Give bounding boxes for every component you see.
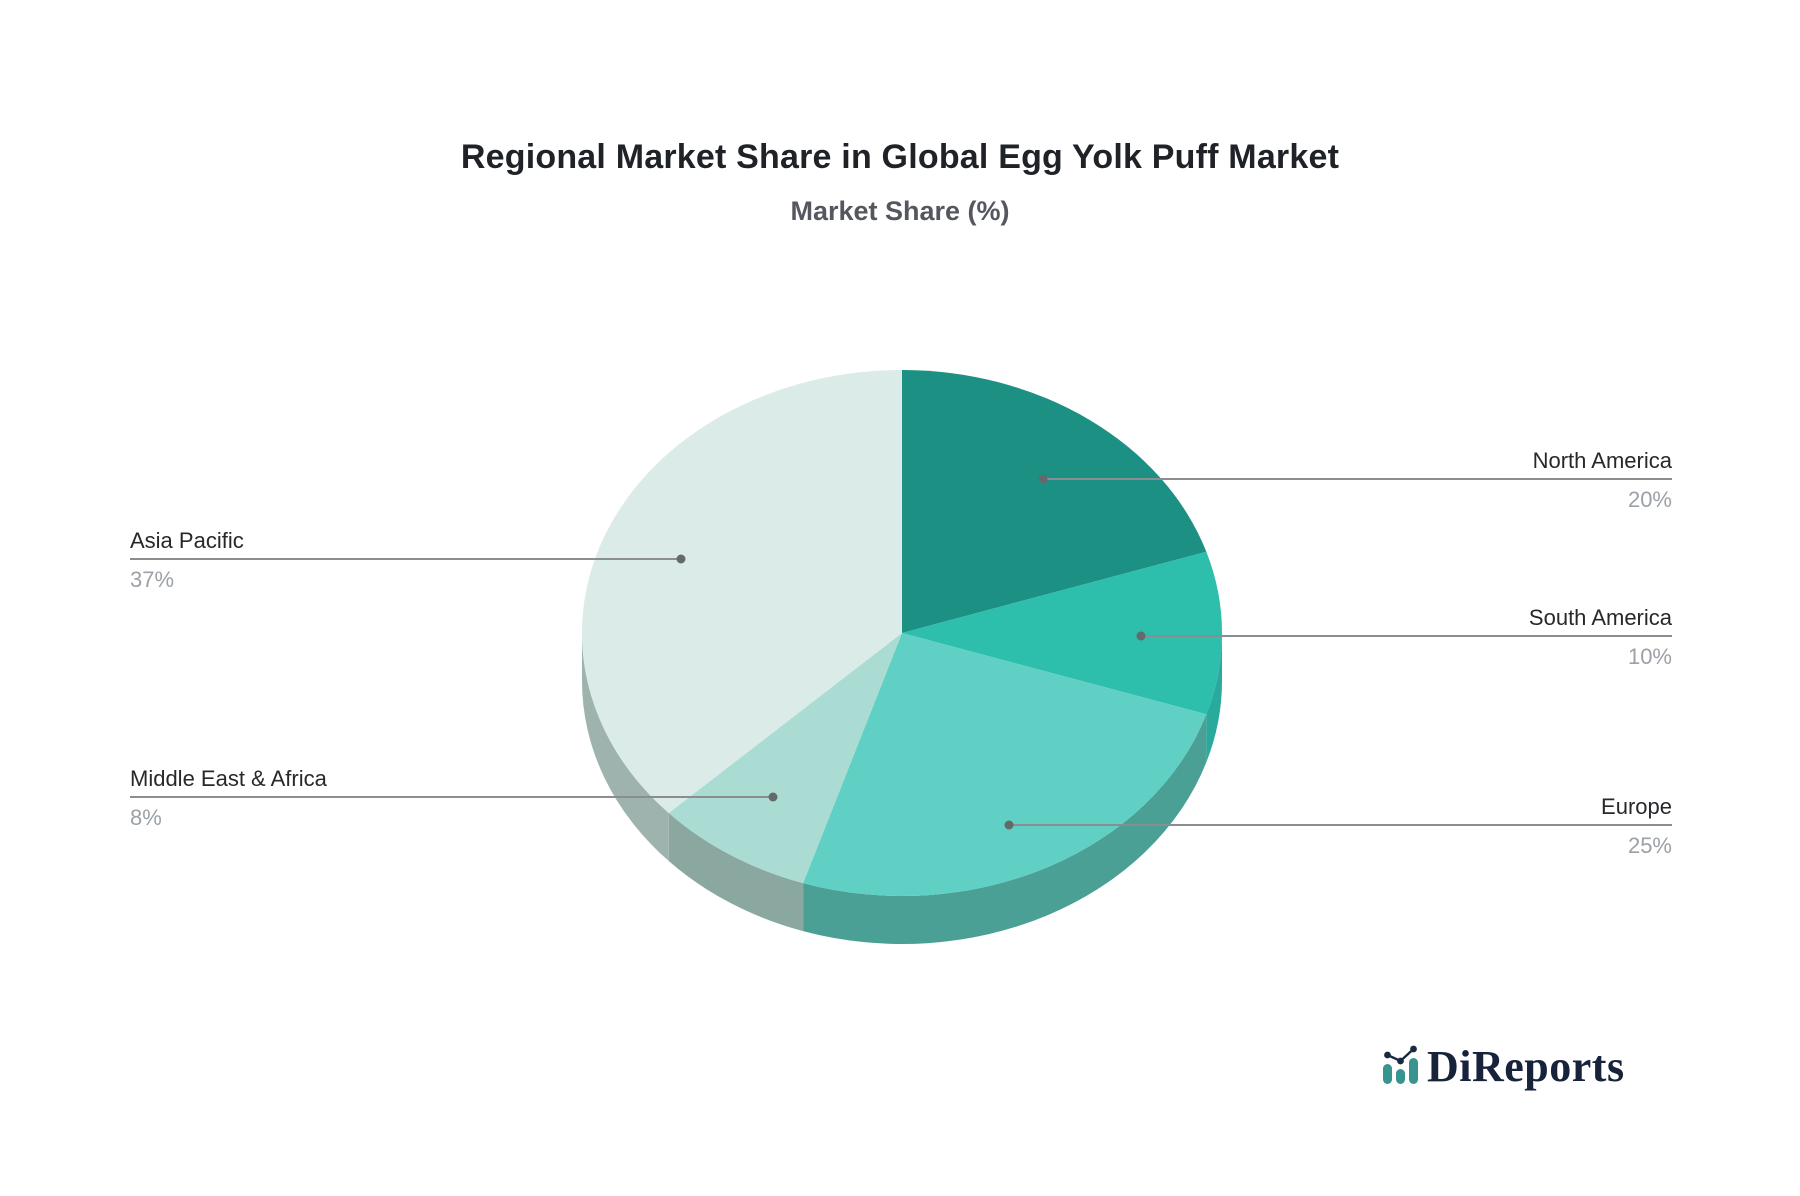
- chart-subtitle: Market Share (%): [790, 196, 1010, 226]
- logo-bar: [1409, 1058, 1418, 1084]
- pie-slice-middle-east-africa[interactable]: [668, 633, 902, 884]
- pie-slice-side-south-america: [1206, 633, 1223, 763]
- leader-dot-asia-pacific: [676, 554, 686, 564]
- pie-slice-side-middle-east-africa: [668, 813, 804, 932]
- pie-slice-north-america[interactable]: [902, 370, 1207, 633]
- logo-trend-dot: [1397, 1057, 1404, 1065]
- logo-trend-dot: [1384, 1051, 1391, 1059]
- bar-chart-trend-icon: [1383, 1045, 1418, 1084]
- logo-bar: [1396, 1069, 1405, 1084]
- logo-trend-dot: [1410, 1045, 1417, 1053]
- pie-slice-asia-pacific[interactable]: [581, 370, 902, 814]
- pie-slice-south-america[interactable]: [902, 551, 1223, 715]
- pie-slice-europe[interactable]: [803, 633, 1207, 897]
- leader-dot-middle-east-africa: [768, 792, 778, 802]
- chart-title: Regional Market Share in Global Egg Yolk…: [460, 138, 1340, 176]
- leader-dot-north-america: [1038, 474, 1048, 484]
- logo-bar: [1383, 1064, 1392, 1084]
- pie-slice-side-europe: [803, 714, 1207, 945]
- brand-logo: DiReports: [1382, 1038, 1625, 1094]
- leader-dot-south-america: [1136, 631, 1146, 641]
- brand-name: DiReports: [1427, 1041, 1625, 1091]
- leader-dot-europe: [1004, 820, 1014, 830]
- pie-slice-side-asia-pacific: [582, 633, 669, 862]
